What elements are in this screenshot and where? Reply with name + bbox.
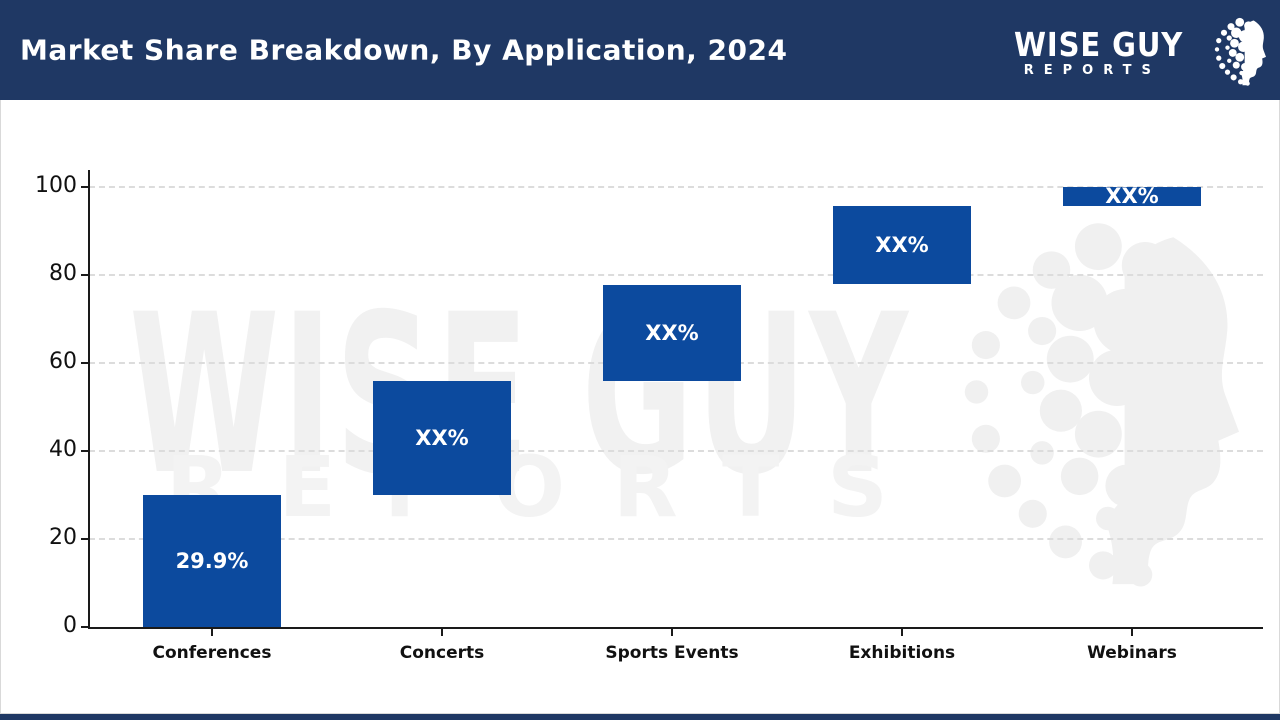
y-tick-mark [81,538,89,540]
y-tick-label: 100 [35,173,77,198]
header-bar: Market Share Breakdown, By Application, … [0,0,1280,100]
bar-value-label: XX% [645,320,699,345]
bar-sports-events: XX% [603,284,741,381]
y-tick-mark [81,274,89,276]
bar-webinars: XX% [1063,184,1201,209]
chart-area: WISE GUY REPORTS 0 20 40 60 80 100 29.9% XX% XX%… [0,100,1280,714]
x-tick-mark [441,629,443,636]
chart-title: Market Share Breakdown, By Application, … [20,33,788,67]
bar-exhibitions: XX% [833,205,971,284]
x-category-label: Webinars [1087,643,1177,663]
x-category-label: Conferences [152,643,272,663]
bar-value-label: XX% [875,232,929,257]
x-tick-mark [211,629,213,636]
x-axis-line [88,627,1263,629]
y-tick-mark [81,626,89,628]
footer-divider [0,713,1280,714]
y-axis-line [88,170,90,629]
watermark-wordmark: WISE GUY [129,267,911,523]
y-tick-mark [81,450,89,452]
y-tick-label: 20 [49,525,77,550]
y-tick-mark [81,186,89,188]
logo-wordmark: WISE GUY [1013,24,1183,64]
logo-subtext: REPORTS [1023,62,1161,78]
x-category-label: Sports Events [605,643,739,663]
logo-face-icon [1214,17,1266,86]
bar-conferences: 29.9% [143,495,281,627]
y-tick-label: 40 [49,437,77,462]
plot: 0 20 40 60 80 100 29.9% XX% XX% XX% XX% Conferences… [1,100,1279,714]
logo-wordmark-block: WISE GUY REPORTS [1014,28,1206,77]
gridline [89,186,1263,188]
y-tick-label: 80 [49,261,77,286]
bar-value-label: XX% [1105,184,1159,209]
x-tick-mark [901,629,903,636]
watermark-subtext: REPORTS [166,438,936,536]
x-category-label: Concerts [399,643,485,663]
gridline [89,450,1263,452]
brand-logo: WISE GUY REPORTS [1014,16,1266,88]
gridline [89,538,1263,540]
x-tick-mark [1131,629,1133,636]
bar-value-label: 29.9% [175,549,249,574]
x-category-label: Exhibitions [848,643,956,663]
gridline [89,274,1263,276]
bar-value-label: XX% [415,426,469,450]
bar-concerts: XX% [373,380,511,496]
footer-bar [0,714,1280,720]
y-tick-mark [81,362,89,364]
y-tick-label: 0 [63,613,77,638]
x-tick-mark [671,629,673,636]
y-tick-label: 60 [49,349,77,374]
